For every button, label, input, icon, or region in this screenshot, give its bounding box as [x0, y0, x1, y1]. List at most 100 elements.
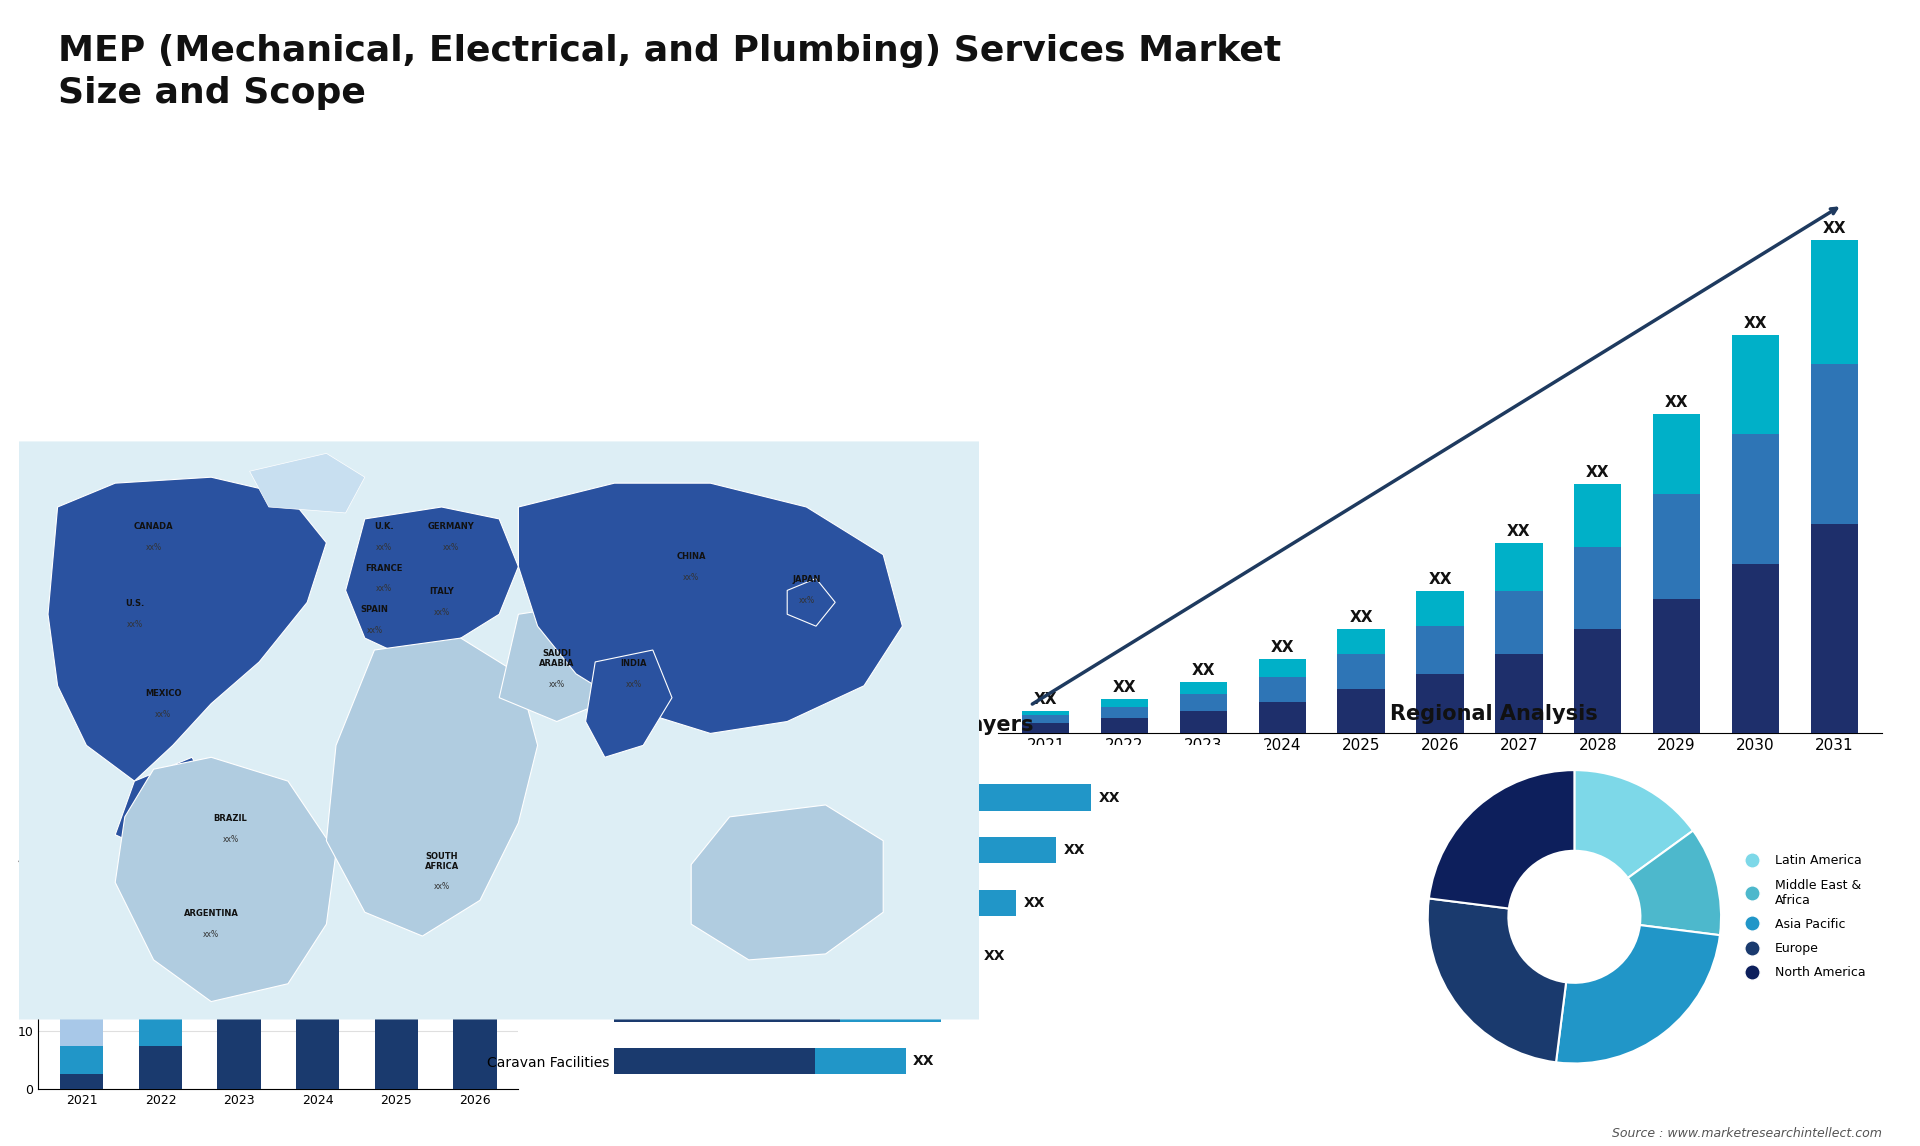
Text: ITALY: ITALY [430, 588, 453, 596]
Text: CANADA: CANADA [134, 521, 173, 531]
Text: xx%: xx% [127, 620, 142, 629]
Bar [217, 945, 261, 1003]
Bar [866, 942, 975, 968]
Bar [1653, 415, 1701, 494]
Text: XX: XX [1507, 524, 1530, 539]
Text: U.S.: U.S. [125, 599, 144, 609]
Text: INDIA: INDIA [620, 659, 647, 668]
Text: XX: XX [1428, 572, 1452, 587]
Bar [1100, 707, 1148, 719]
Bar [614, 889, 891, 916]
Bar [1496, 653, 1542, 733]
Bar [453, 768, 497, 819]
Text: SOUTH
AFRICA: SOUTH AFRICA [424, 851, 459, 871]
Bar [217, 917, 261, 945]
Bar [1338, 689, 1384, 733]
Bar [1811, 524, 1859, 733]
Wedge shape [1428, 770, 1574, 909]
Text: xx%: xx% [444, 543, 459, 551]
Bar [296, 860, 340, 905]
Text: MEXICO: MEXICO [144, 689, 182, 698]
Text: xx%: xx% [799, 596, 814, 605]
Text: XX: XX [1035, 691, 1058, 707]
Text: xx%: xx% [376, 543, 392, 551]
Bar [1021, 723, 1069, 733]
Text: XX: XX [983, 949, 1004, 963]
Bar [374, 848, 419, 963]
Text: XX: XX [1192, 662, 1215, 677]
Bar [816, 1047, 906, 1074]
Bar [1021, 711, 1069, 715]
Bar [916, 837, 1056, 863]
Bar [138, 999, 182, 1045]
Bar [1179, 693, 1227, 712]
Polygon shape [518, 484, 902, 733]
Bar [1653, 494, 1701, 599]
Text: XX: XX [914, 1054, 935, 1068]
Text: GERMANY: GERMANY [428, 521, 474, 531]
Title: Top Key Players: Top Key Players [849, 715, 1033, 735]
Polygon shape [586, 650, 672, 758]
Title: Regional Analysis: Regional Analysis [1390, 704, 1597, 723]
Polygon shape [691, 804, 883, 960]
Text: Source : www.marketresearchintellect.com: Source : www.marketresearchintellect.com [1611, 1128, 1882, 1140]
Text: xx%: xx% [434, 609, 449, 618]
Text: xx%: xx% [146, 543, 161, 551]
Bar [1574, 547, 1620, 629]
Text: XX: XX [1064, 843, 1085, 857]
Bar [614, 784, 941, 810]
Bar [1417, 674, 1463, 733]
Text: xx%: xx% [367, 626, 382, 635]
Text: ARGENTINA: ARGENTINA [184, 909, 238, 918]
Wedge shape [1555, 925, 1720, 1063]
Text: xx%: xx% [156, 709, 171, 719]
Bar [1260, 676, 1306, 701]
Polygon shape [115, 758, 336, 1002]
Bar [1574, 629, 1620, 733]
Bar [374, 963, 419, 1089]
Polygon shape [115, 758, 211, 853]
Bar [1100, 699, 1148, 707]
Text: xx%: xx% [204, 931, 219, 939]
Text: xx%: xx% [376, 584, 392, 594]
Wedge shape [1428, 898, 1567, 1062]
Bar [1100, 719, 1148, 733]
Text: XX: XX [1098, 791, 1121, 804]
Circle shape [1509, 850, 1640, 983]
Bar [1732, 564, 1780, 733]
Bar [891, 889, 1016, 916]
Bar [614, 1047, 816, 1074]
Bar [1496, 543, 1542, 591]
Bar [60, 1045, 104, 1075]
Polygon shape [787, 579, 835, 626]
Text: XX: XX [1665, 395, 1688, 410]
Text: SPAIN: SPAIN [361, 605, 388, 614]
Bar [1732, 434, 1780, 564]
Bar [614, 995, 841, 1021]
Text: U.K.: U.K. [374, 521, 394, 531]
Text: XX: XX [1743, 315, 1766, 330]
Text: xx%: xx% [684, 573, 699, 581]
Text: XX: XX [1586, 465, 1609, 480]
Text: xx%: xx% [434, 882, 449, 892]
Bar [296, 905, 340, 986]
Bar [1338, 653, 1384, 689]
Bar [1732, 335, 1780, 434]
Text: XX: XX [948, 1002, 970, 1015]
Text: CHINA: CHINA [676, 551, 707, 560]
Text: xx%: xx% [549, 680, 564, 689]
Text: MEP (Mechanical, Electrical, and Plumbing) Services Market
Size and Scope: MEP (Mechanical, Electrical, and Plumbin… [58, 34, 1281, 110]
Text: xx%: xx% [223, 834, 238, 843]
Bar [841, 995, 941, 1021]
Bar [1338, 629, 1384, 653]
Polygon shape [48, 477, 326, 782]
Polygon shape [499, 603, 634, 722]
Text: FRANCE: FRANCE [365, 564, 403, 573]
Polygon shape [250, 454, 365, 513]
Bar [1021, 715, 1069, 723]
Bar [453, 951, 497, 1089]
Polygon shape [346, 507, 518, 656]
Text: BRAZIL: BRAZIL [213, 814, 248, 823]
Bar [1260, 659, 1306, 676]
Bar [614, 837, 916, 863]
